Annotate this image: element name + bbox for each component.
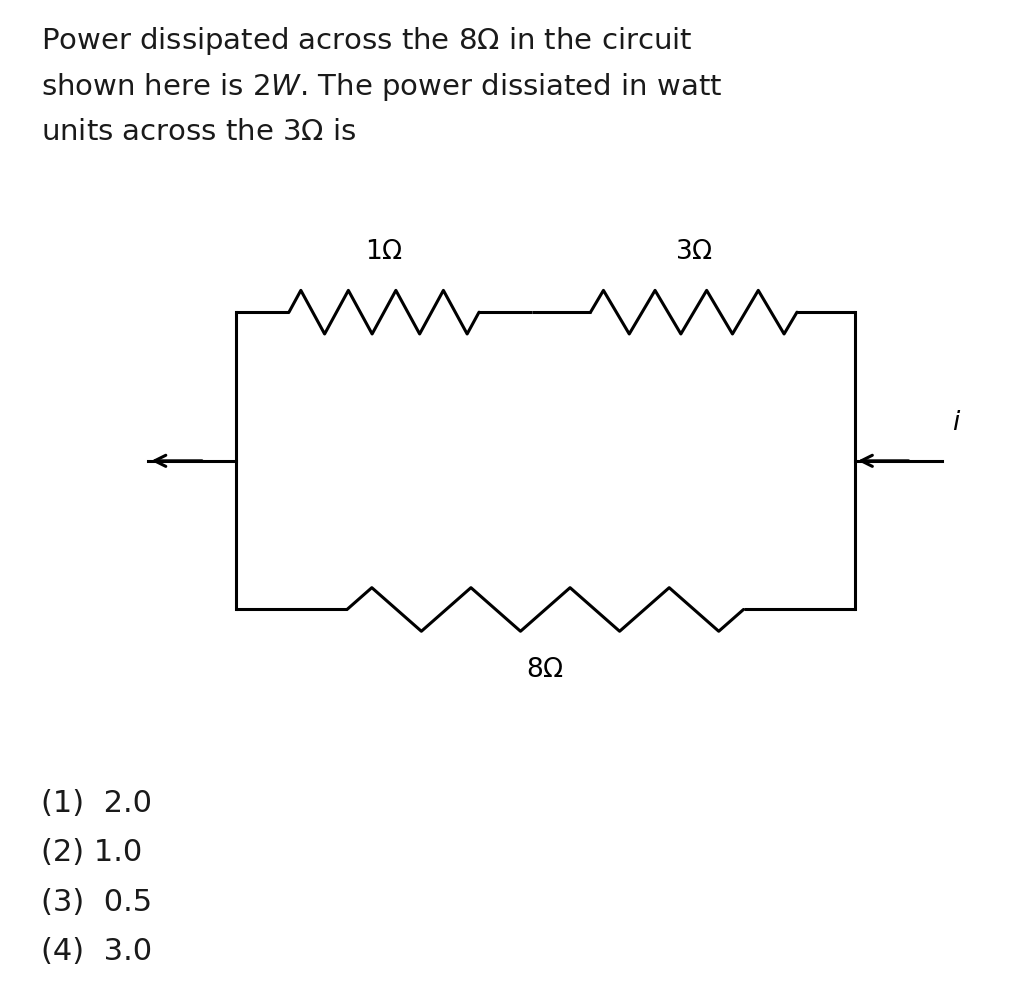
Text: $3 \Omega$: $3 \Omega$ bbox=[675, 239, 713, 265]
Text: Power dissipated across the $8\Omega$ in the circuit: Power dissipated across the $8\Omega$ in… bbox=[41, 25, 692, 56]
Text: (4)  3.0: (4) 3.0 bbox=[41, 937, 153, 966]
Text: (2) 1.0: (2) 1.0 bbox=[41, 838, 142, 867]
Text: (1)  2.0: (1) 2.0 bbox=[41, 789, 152, 818]
Text: $i$: $i$ bbox=[952, 410, 962, 436]
Text: (3)  0.5: (3) 0.5 bbox=[41, 888, 153, 917]
Text: shown here is $2W$. The power dissiated in watt: shown here is $2W$. The power dissiated … bbox=[41, 71, 722, 103]
Text: units across the $3\Omega$ is: units across the $3\Omega$ is bbox=[41, 118, 356, 146]
Text: $1 \Omega$: $1 \Omega$ bbox=[365, 239, 403, 265]
Text: $8 \Omega$: $8 \Omega$ bbox=[526, 657, 564, 683]
